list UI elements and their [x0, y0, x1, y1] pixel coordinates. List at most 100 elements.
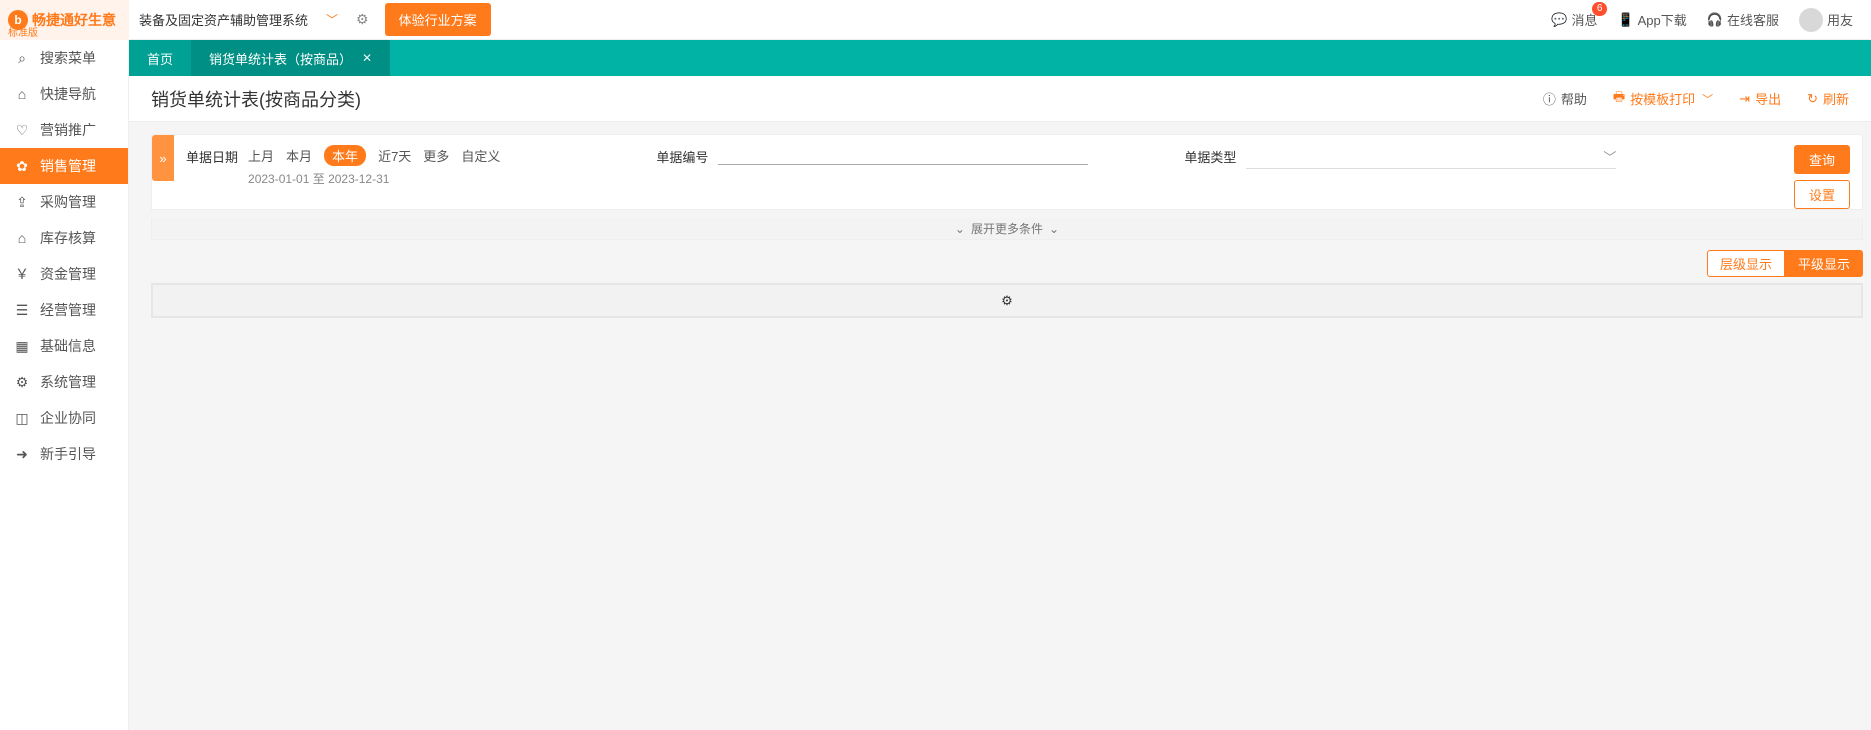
page-head: 销货单统计表(按商品分类) ⓘ帮助 🖶按模板打印﹀ ⇥导出 ↻刷新 — [129, 76, 1871, 122]
sidebar-item-经营管理[interactable]: ☰ 经营管理 — [0, 292, 128, 328]
sidebar-item-企业协同[interactable]: ◫ 企业协同 — [0, 400, 128, 436]
sidebar-item-系统管理[interactable]: ⚙系统管理 — [0, 364, 128, 400]
page-toolbar: ⓘ帮助 🖶按模板打印﹀ ⇥导出 ↻刷新 — [1543, 88, 1849, 110]
app-download-link[interactable]: 📱 App下载 — [1617, 10, 1686, 29]
sidebar-item-icon: ◫ — [14, 410, 30, 427]
type-filter: 单据类型 ﹀ — [1184, 145, 1616, 169]
expand-conditions-bar[interactable]: ⌄ 展开更多条件 ⌄ — [151, 218, 1863, 240]
export-label: 导出 — [1755, 89, 1781, 108]
headset-icon: 🎧 — [1707, 12, 1723, 28]
main-area: 首页 销货单统计表（按商品） ✕ 销货单统计表(按商品分类) ⓘ帮助 🖶按模板打… — [129, 40, 1871, 730]
date-opt[interactable]: 本月 — [286, 146, 312, 165]
message-icon: 💬 — [1551, 12, 1567, 28]
date-opt[interactable]: 更多 — [423, 146, 449, 165]
level-flat-button[interactable]: 平级显示 — [1785, 250, 1863, 277]
chevron-down-icon: ﹀ — [1702, 91, 1713, 107]
level-hierarchy-button[interactable]: 层级显示 — [1707, 250, 1785, 277]
sidebar-item-label: 采购管理 — [40, 192, 96, 212]
messages-link[interactable]: 💬 消息 6 — [1551, 10, 1597, 29]
type-select[interactable]: ﹀ — [1246, 145, 1616, 169]
sidebar-item-label: 搜索菜单 — [40, 48, 96, 68]
tab-home-label: 首页 — [147, 49, 173, 68]
messages-badge: 6 — [1592, 2, 1608, 16]
sidebar-item-icon: ➜ — [14, 446, 30, 463]
phone-icon: 📱 — [1617, 12, 1633, 28]
print-label: 按模板打印 — [1630, 89, 1695, 108]
level-toggle: 层级显示 平级显示 — [129, 240, 1871, 283]
gear-column-icon[interactable]: ⚙ — [153, 285, 1862, 317]
sidebar-item-icon: ￥ — [14, 264, 30, 284]
help-button[interactable]: ⓘ 帮助 — [1543, 89, 1587, 108]
close-icon[interactable]: ✕ — [362, 51, 372, 65]
avatar-icon — [1799, 8, 1823, 32]
help-icon: ⓘ — [1543, 89, 1556, 108]
date-opt[interactable]: 上月 — [248, 146, 274, 165]
sidebar-item-icon: ⇪ — [14, 194, 30, 211]
sidebar-item-icon: ✿ — [14, 158, 30, 175]
sidebar-item-label: 销售管理 — [40, 156, 96, 176]
sidebar-item-label: 资金管理 — [40, 264, 96, 284]
sidebar-item-资金管理[interactable]: ￥ 资金管理 — [0, 256, 128, 292]
help-label: 帮助 — [1561, 89, 1587, 108]
sidebar-item-label: 库存核算 — [40, 228, 96, 248]
system-selector[interactable]: 装备及固定资产辅助管理系统 ﹀ ⚙ — [139, 10, 369, 29]
sidebar-item-快捷导航[interactable]: ⌂快捷导航 — [0, 76, 128, 112]
brand-box[interactable]: b 畅捷通好生意 标准版 — [0, 0, 129, 40]
brand-text: 畅捷通好生意 — [32, 10, 116, 30]
date-opt[interactable]: 自定义 — [461, 146, 500, 165]
print-button[interactable]: 🖶按模板打印﹀ — [1613, 88, 1713, 110]
sidebar-item-label: 企业协同 — [40, 408, 96, 428]
code-input[interactable] — [718, 145, 1088, 165]
top-right: 💬 消息 6 📱 App下载 🎧 在线客服 用友 — [1551, 8, 1871, 32]
sidebar-item-label: 系统管理 — [40, 372, 96, 392]
code-filter: 单据编号 — [656, 145, 1088, 166]
export-icon: ⇥ — [1739, 91, 1750, 107]
sidebar-item-销售管理[interactable]: ✿ 销售管理 — [0, 148, 128, 184]
date-filter: 单据日期 上月本月本年近7天更多自定义 2023-01-01 至 2023-12… — [186, 145, 500, 187]
sidebar-item-基础信息[interactable]: ▦基础信息 — [0, 328, 128, 364]
query-button[interactable]: 查询 — [1794, 145, 1850, 174]
expand-label: 展开更多条件 — [971, 220, 1043, 237]
tabs-strip: 首页 销货单统计表（按商品） ✕ — [129, 40, 1871, 76]
tab-home[interactable]: 首页 — [129, 40, 191, 76]
sidebar-item-采购管理[interactable]: ⇪ 采购管理 — [0, 184, 128, 220]
collapse-handle[interactable]: » — [152, 135, 174, 181]
online-service-link[interactable]: 🎧 在线客服 — [1707, 10, 1779, 29]
sidebar-item-label: 营销推广 — [40, 120, 96, 140]
chevron-down-icon: ⌄ — [955, 222, 965, 236]
experience-plan-button[interactable]: 体验行业方案 — [385, 3, 491, 36]
sidebar-item-icon: ▦ — [14, 338, 30, 355]
setting-button[interactable]: 设置 — [1794, 180, 1850, 209]
type-label: 单据类型 — [1184, 145, 1236, 166]
sidebar-item-label: 新手引导 — [40, 444, 96, 464]
data-table: ⚙ — [151, 283, 1863, 318]
sidebar-item-库存核算[interactable]: ⌂ 库存核算 — [0, 220, 128, 256]
gear-icon[interactable]: ⚙ — [356, 11, 369, 28]
sidebar-item-icon: ⌂ — [14, 86, 30, 102]
sidebar-item-icon: ☰ — [14, 302, 30, 319]
refresh-button[interactable]: ↻ 刷新 — [1807, 89, 1849, 108]
tab-sales-stats[interactable]: 销货单统计表（按商品） ✕ — [191, 40, 390, 76]
page-title: 销货单统计表(按商品分类) — [151, 86, 1543, 112]
refresh-icon: ↻ — [1807, 91, 1818, 107]
date-opt[interactable]: 近7天 — [378, 146, 411, 165]
download-label: App下载 — [1638, 10, 1687, 29]
sidebar-item-icon: ⌂ — [14, 230, 30, 246]
sidebar-item-营销推广[interactable]: ♡营销推广 — [0, 112, 128, 148]
refresh-label: 刷新 — [1823, 89, 1849, 108]
tab-active-label: 销货单统计表（按商品） — [209, 49, 352, 68]
sidebar-item-label: 经营管理 — [40, 300, 96, 320]
sidebar-item-新手引导[interactable]: ➜ 新手引导 — [0, 436, 128, 472]
query-panel: » 单据日期 上月本月本年近7天更多自定义 2023-01-01 至 2023-… — [151, 134, 1863, 210]
user-menu[interactable]: 用友 — [1799, 8, 1853, 32]
chevron-down-icon: ⌄ — [1049, 222, 1059, 236]
system-name: 装备及固定资产辅助管理系统 — [139, 10, 308, 29]
user-name: 用友 — [1827, 10, 1853, 29]
date-opt[interactable]: 本年 — [324, 145, 366, 166]
code-label: 单据编号 — [656, 145, 708, 166]
sidebar-item-搜索菜单[interactable]: ⌕搜索菜单 — [0, 40, 128, 76]
date-range: 2023-01-01 至 2023-12-31 — [248, 170, 500, 187]
export-button[interactable]: ⇥ 导出 — [1739, 89, 1781, 108]
table-header-row: ⚙ — [153, 285, 1862, 317]
brand-edition: 标准版 — [8, 24, 38, 39]
